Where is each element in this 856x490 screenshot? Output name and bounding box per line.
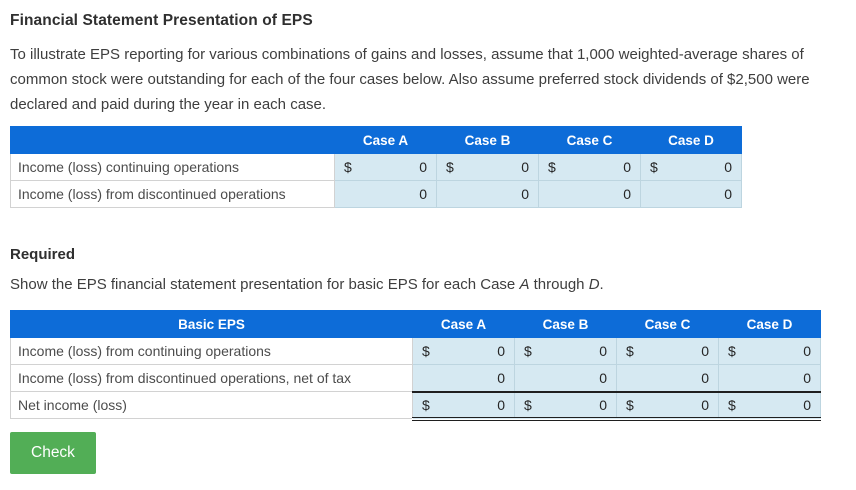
column-header-case-b: Case B — [514, 310, 617, 338]
currency-symbol: $ — [422, 343, 430, 359]
currency-symbol: $ — [728, 396, 736, 413]
cell-value: 0 — [803, 343, 811, 359]
cell-value: 0 — [521, 159, 529, 175]
row-label: Income (loss) from discontinued operatio… — [10, 364, 413, 392]
instruction-text: Show the EPS financial statement present… — [10, 276, 520, 293]
case-d-italic: D — [588, 276, 600, 293]
value-cell[interactable]: $0 — [334, 153, 437, 181]
answer-cell[interactable]: 0 — [616, 364, 719, 392]
value-cell[interactable]: $0 — [640, 153, 742, 181]
answer-cell[interactable]: 0 — [412, 364, 515, 392]
cell-value: 0 — [599, 396, 607, 413]
column-header-case-d: Case D — [640, 126, 742, 154]
table-row: Income (loss) from discontinued operatio… — [10, 180, 742, 208]
cell-value: 0 — [497, 396, 505, 413]
currency-symbol: $ — [344, 159, 352, 175]
value-cell[interactable]: 0 — [640, 180, 742, 208]
check-button[interactable]: Check — [10, 431, 96, 474]
currency-symbol: $ — [422, 396, 430, 413]
answer-cell[interactable]: 0 — [514, 364, 617, 392]
cell-value: 0 — [701, 396, 709, 413]
currency-symbol: $ — [626, 343, 634, 359]
cell-value: 0 — [803, 369, 811, 386]
table-header-row: Case A Case B Case C Case D — [10, 126, 742, 154]
answer-cell[interactable]: $0 — [718, 390, 821, 421]
intro-paragraph: To illustrate EPS reporting for various … — [10, 46, 810, 113]
answer-cell[interactable]: $0 — [514, 390, 617, 421]
currency-symbol: $ — [524, 343, 532, 359]
basic-eps-answer-table: Basic EPS Case A Case B Case C Case D In… — [10, 310, 821, 421]
column-header-case-d: Case D — [718, 310, 821, 338]
answer-cell[interactable]: $0 — [616, 390, 719, 421]
required-instructions: Show the EPS financial statement present… — [10, 276, 846, 293]
cell-value: 0 — [599, 343, 607, 359]
cell-value: 0 — [419, 186, 427, 202]
currency-symbol: $ — [548, 159, 556, 175]
answer-cell[interactable]: $0 — [412, 390, 515, 421]
table-row: Income (loss) from discontinued operatio… — [10, 364, 821, 392]
cell-value: 0 — [701, 369, 709, 386]
total-row: Net income (loss) $0 $0 $0 $0 — [10, 390, 821, 421]
value-cell[interactable]: 0 — [538, 180, 641, 208]
answer-cell[interactable]: $0 — [718, 337, 821, 365]
column-header-case-a: Case A — [334, 126, 437, 154]
required-heading: Required — [10, 246, 76, 263]
currency-symbol: $ — [446, 159, 454, 175]
corner-header — [10, 126, 335, 154]
cell-value: 0 — [701, 343, 709, 359]
cell-value: 0 — [803, 396, 811, 413]
cell-value: 0 — [497, 369, 505, 386]
content-area: Financial Statement Presentation of EPS … — [10, 12, 846, 474]
row-label: Net income (loss) — [10, 391, 413, 419]
row-label: Income (loss) from continuing operations — [10, 337, 413, 365]
value-cell[interactable]: 0 — [334, 180, 437, 208]
answer-cell[interactable]: $0 — [412, 337, 515, 365]
instruction-text: . — [599, 276, 604, 293]
table-row: Income (loss) continuing operations $0 $… — [10, 153, 742, 181]
cell-value: 0 — [599, 369, 607, 386]
column-header-case-c: Case C — [538, 126, 641, 154]
cell-value: 0 — [724, 186, 732, 202]
answer-cell[interactable]: $0 — [514, 337, 617, 365]
table-row: Income (loss) from continuing operations… — [10, 337, 821, 365]
column-header-case-c: Case C — [616, 310, 719, 338]
currency-symbol: $ — [728, 343, 736, 359]
table-title-header: Basic EPS — [10, 310, 413, 338]
page-title: Financial Statement Presentation of EPS — [10, 12, 313, 29]
cell-value: 0 — [623, 186, 631, 202]
currency-symbol: $ — [626, 396, 634, 413]
column-header-case-a: Case A — [412, 310, 515, 338]
value-cell[interactable]: $0 — [436, 153, 539, 181]
value-cell[interactable]: $0 — [538, 153, 641, 181]
value-cell[interactable]: 0 — [436, 180, 539, 208]
case-a-italic: A — [519, 276, 530, 293]
row-label: Income (loss) continuing operations — [10, 153, 335, 181]
cell-value: 0 — [623, 159, 631, 175]
column-header-case-b: Case B — [436, 126, 539, 154]
cell-value: 0 — [724, 159, 732, 175]
answer-cell[interactable]: 0 — [718, 364, 821, 392]
cell-value: 0 — [521, 186, 529, 202]
row-label: Income (loss) from discontinued operatio… — [10, 180, 335, 208]
answer-cell[interactable]: $0 — [616, 337, 719, 365]
cell-value: 0 — [497, 343, 505, 359]
given-data-table: Case A Case B Case C Case D Income (loss… — [10, 126, 742, 208]
instruction-text: through — [529, 276, 589, 293]
cell-value: 0 — [419, 159, 427, 175]
currency-symbol: $ — [650, 159, 658, 175]
currency-symbol: $ — [524, 396, 532, 413]
table-header-row: Basic EPS Case A Case B Case C Case D — [10, 310, 821, 338]
